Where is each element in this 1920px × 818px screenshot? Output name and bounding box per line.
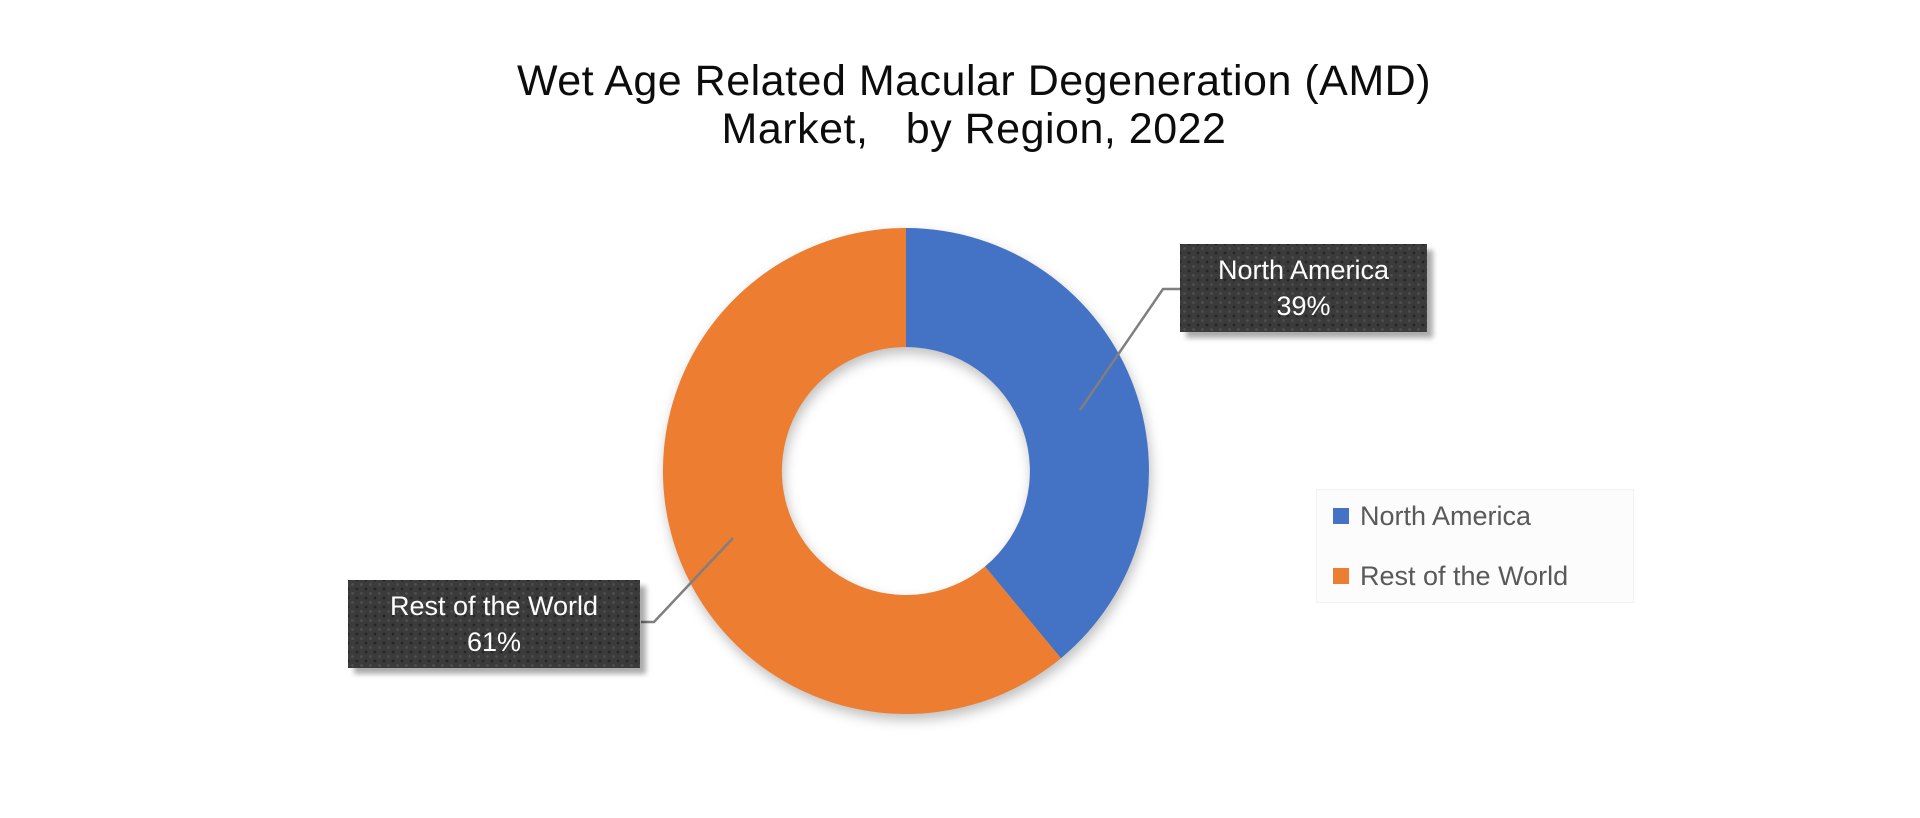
chart-title-line-1: Wet Age Related Macular Degeneration (AM…	[516, 57, 1432, 105]
legend-item-rest-of-world[interactable]: Rest of the World	[1333, 561, 1633, 592]
donut-slices	[662, 227, 1149, 714]
legend-label-north-america: North America	[1360, 500, 1532, 531]
data-label-rest-of-world: Rest of the World 61%	[348, 580, 640, 668]
legend-label-rest-of-world: Rest of the World	[1360, 560, 1569, 591]
leader-line-rest-of-world	[641, 537, 734, 624]
data-label-rest-of-world-value: 61%	[466, 627, 522, 657]
donut-slice-rest-of-the-world[interactable]	[662, 227, 1061, 714]
data-label-north-america: North America 39%	[1180, 244, 1427, 332]
leader-line-north-america	[1078, 287, 1181, 411]
donut-slice-north-america[interactable]	[906, 228, 1149, 659]
legend: North America Rest of the World	[1316, 489, 1634, 603]
legend-swatch-north-america-icon	[1333, 508, 1349, 524]
chart-title: Wet Age Related Macular Degeneration (AM…	[517, 57, 1431, 153]
data-label-north-america-value: 39%	[1276, 291, 1331, 321]
legend-swatch-rest-of-world-icon	[1333, 568, 1349, 584]
legend-item-north-america[interactable]: North America	[1333, 501, 1633, 532]
data-label-north-america-name: North America	[1217, 255, 1390, 285]
chart-title-line-2: Market, by Region, 2022	[721, 105, 1227, 153]
data-label-rest-of-world-name: Rest of the World	[389, 591, 599, 621]
